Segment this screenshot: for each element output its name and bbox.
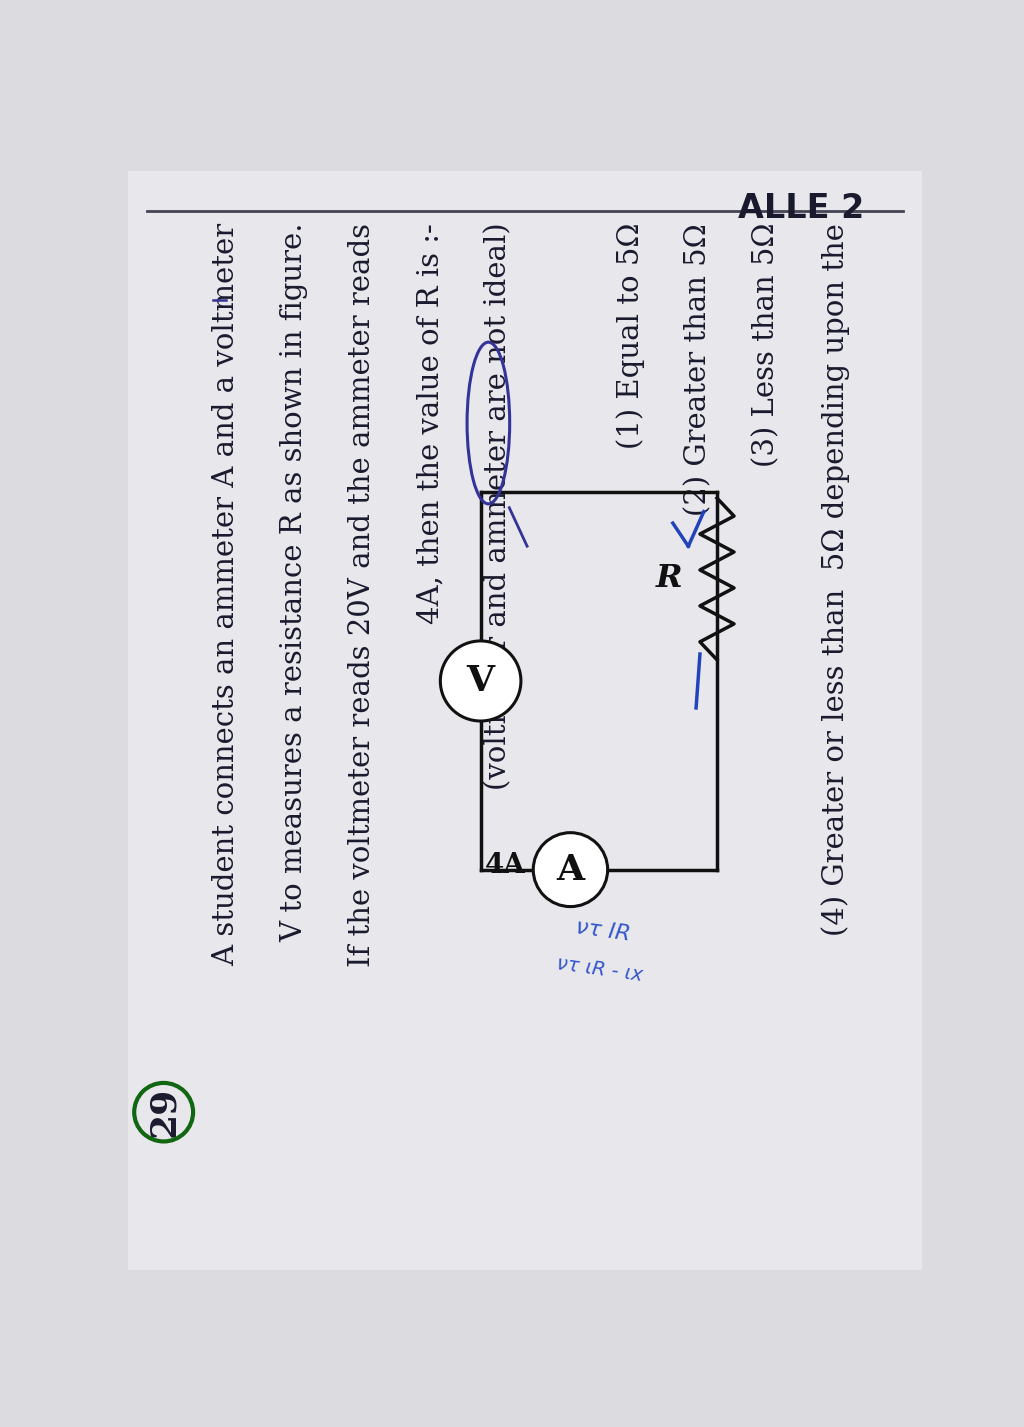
FancyBboxPatch shape: [128, 171, 922, 1270]
Circle shape: [534, 833, 607, 906]
Text: 29: 29: [146, 1087, 180, 1137]
Text: (3) Less than 5Ω: (3) Less than 5Ω: [753, 223, 780, 467]
Text: ντ ιR - ιx: ντ ιR - ιx: [555, 955, 643, 985]
Text: ALLE 2: ALLE 2: [738, 193, 864, 225]
Text: R: R: [655, 564, 682, 595]
Text: (4) Greater or less than  5Ω depending upon the: (4) Greater or less than 5Ω depending up…: [821, 223, 850, 936]
Text: ντ IR: ντ IR: [574, 918, 632, 945]
Text: (1) Equal to 5Ω: (1) Equal to 5Ω: [616, 223, 645, 450]
Text: A: A: [556, 852, 585, 886]
Text: V: V: [467, 664, 495, 698]
Text: 4A: 4A: [484, 852, 525, 879]
Circle shape: [440, 641, 521, 721]
Text: V to measures a resistance R as shown in figure.: V to measures a resistance R as shown in…: [280, 223, 308, 942]
Text: 4A, then the value of R is :-: 4A, then the value of R is :-: [417, 223, 444, 624]
Text: (2) Greater than 5Ω: (2) Greater than 5Ω: [684, 223, 713, 515]
Text: If the voltmeter reads 20V and the ammeter reads: If the voltmeter reads 20V and the ammet…: [348, 223, 376, 968]
Text: (voltmeter and ammeter are not ideal): (voltmeter and ammeter are not ideal): [484, 223, 512, 791]
Text: A student connects an ammeter A and a voltmeter: A student connects an ammeter A and a vo…: [212, 223, 240, 966]
